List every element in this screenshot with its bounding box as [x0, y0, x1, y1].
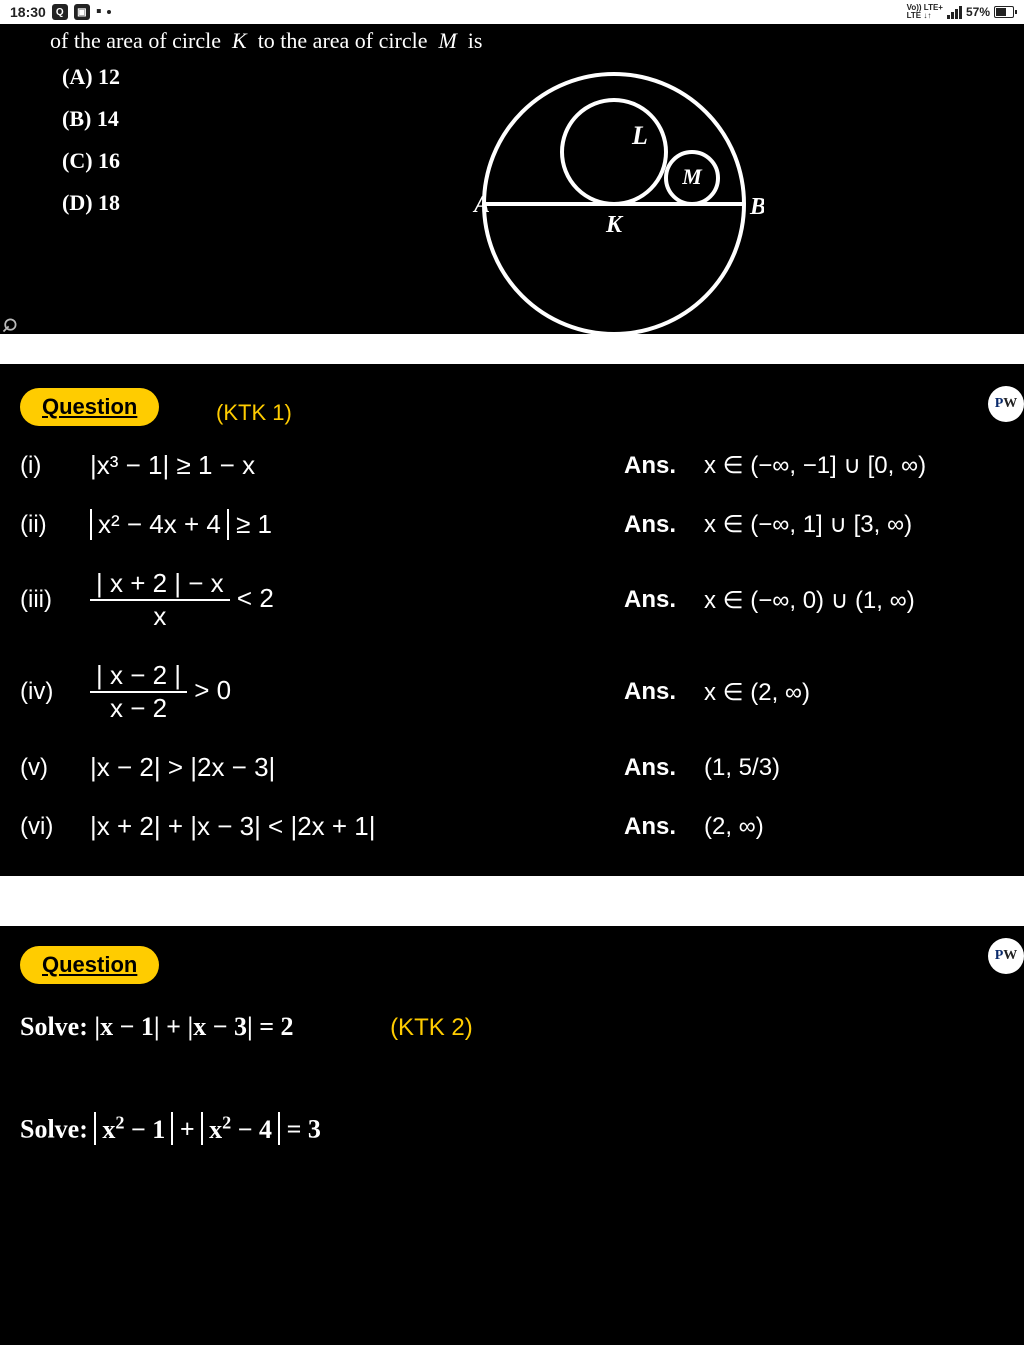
item-expression: |x − 2| > |2x − 3|	[90, 752, 624, 783]
answer-value: x ∈ (−∞, −1] ∪ [0, ∞)	[704, 451, 1004, 480]
answer-label: Ans.	[624, 754, 704, 782]
option-d[interactable]: (D) 18	[62, 190, 120, 216]
question-pill: Question	[20, 946, 159, 984]
answer-label: Ans.	[624, 511, 704, 539]
option-a[interactable]: (A) 12	[62, 64, 120, 90]
status-bar: 18:30 Q ▣ ▪ Vo)) LTE+ LTE ↓↑ 57%	[0, 0, 1024, 24]
dot-icon	[107, 10, 111, 14]
item-iii: (iii) | x + 2 | − xx < 2 Ans. x ∈ (−∞, 0…	[20, 568, 1004, 632]
item-vi: (vi) |x + 2| + |x − 3| < |2x + 1| Ans. (…	[20, 811, 1004, 842]
label-m: M	[681, 164, 703, 189]
chat-icon: ▪	[96, 3, 102, 21]
answer-value: (1, 5/3)	[704, 754, 1004, 782]
ktk-tag: (KTK 1)	[216, 400, 292, 426]
answer-label: Ans.	[624, 813, 704, 841]
item-list: (i) |x³ − 1| ≥ 1 − x Ans. x ∈ (−∞, −1] ∪…	[20, 450, 1004, 842]
label-l: L	[631, 121, 648, 150]
network-icon: Vo)) LTE+ LTE ↓↑	[907, 4, 943, 20]
pw-logo-icon: PW	[988, 938, 1024, 974]
q-icon: Q	[52, 4, 68, 20]
item-v: (v) |x − 2| > |2x − 3| Ans. (1, 5/3)	[20, 752, 1004, 783]
answer-label: Ans.	[624, 678, 704, 706]
label-b: B	[749, 194, 764, 220]
option-list: (A) 12 (B) 14 (C) 16 (D) 18	[62, 64, 120, 232]
answer-label: Ans.	[624, 586, 704, 614]
question-panel-2: Question PW Solve: |x − 1| + |x − 3| = 2…	[0, 926, 1024, 1345]
item-expression: |x + 2| + |x − 3| < |2x + 1|	[90, 811, 624, 842]
answer-value: x ∈ (−∞, 0) ∪ (1, ∞)	[704, 586, 1004, 615]
pw-logo-icon: PW	[988, 386, 1024, 422]
answer-value: x ∈ (2, ∞)	[704, 678, 1004, 707]
status-left: 18:30 Q ▣ ▪	[10, 3, 111, 21]
answer-label: Ans.	[624, 452, 704, 480]
gallery-icon: ▣	[74, 4, 90, 20]
item-number: (i)	[20, 452, 90, 480]
answer-value: (2, ∞)	[704, 813, 1004, 841]
status-right: Vo)) LTE+ LTE ↓↑ 57%	[907, 4, 1014, 20]
divider	[0, 364, 1024, 372]
signal-icon	[947, 6, 962, 19]
mcq-panel: of the area of circle K to the area of c…	[0, 24, 1024, 334]
item-number: (vi)	[20, 813, 90, 841]
item-expression: | x − 2 |x − 2 > 0	[90, 660, 624, 724]
solve-line-1: Solve: |x − 1| + |x − 3| = 2 (KTK 2)	[20, 1012, 1004, 1042]
battery-pct: 57%	[966, 5, 990, 19]
battery-icon	[994, 6, 1014, 18]
option-b[interactable]: (B) 14	[62, 106, 120, 132]
option-c[interactable]: (C) 16	[62, 148, 120, 174]
item-expression: x² − 4x + 4 ≥ 1	[90, 509, 624, 540]
item-expression: | x + 2 | − xx < 2	[90, 568, 624, 632]
question-panel-1: Question (KTK 1) PW (i) |x³ − 1| ≥ 1 − x…	[0, 372, 1024, 876]
status-time: 18:30	[10, 4, 46, 20]
label-a: A	[472, 192, 490, 218]
question-pill: Question	[20, 388, 159, 426]
label-k: K	[605, 212, 624, 238]
item-number: (iv)	[20, 678, 90, 706]
item-number: (v)	[20, 754, 90, 782]
ktk-tag: (KTK 2)	[390, 1014, 473, 1042]
question-fragment: of the area of circle K to the area of c…	[50, 28, 482, 54]
solve-line-2: Solve: x2 − 1 + x2 − 4 = 3	[20, 1112, 1004, 1145]
item-i: (i) |x³ − 1| ≥ 1 − x Ans. x ∈ (−∞, −1] ∪…	[20, 450, 1004, 481]
corner-mark-icon	[0, 309, 26, 335]
item-number: (ii)	[20, 511, 90, 539]
item-number: (iii)	[20, 586, 90, 614]
item-iv: (iv) | x − 2 |x − 2 > 0 Ans. x ∈ (2, ∞)	[20, 660, 1004, 724]
item-ii: (ii) x² − 4x + 4 ≥ 1 Ans. x ∈ (−∞, 1] ∪ …	[20, 509, 1004, 540]
answer-value: x ∈ (−∞, 1] ∪ [3, ∞)	[704, 510, 1004, 539]
circle-diagram: A B K L M	[464, 64, 764, 344]
item-expression: |x³ − 1| ≥ 1 − x	[90, 450, 624, 481]
